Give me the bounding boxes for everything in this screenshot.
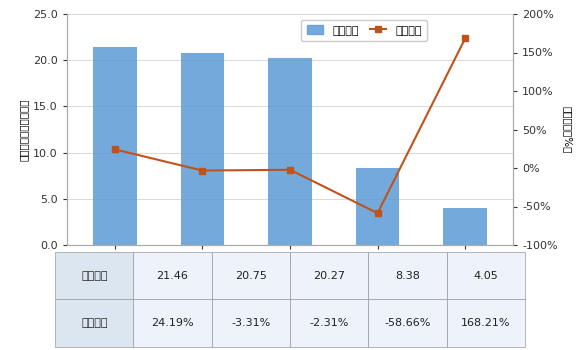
Y-axis label: 同比增长（%）: 同比增长（%）: [562, 106, 572, 153]
Y-axis label: 进口金额（百万美元）: 进口金额（百万美元）: [19, 98, 29, 161]
Bar: [443, 208, 487, 245]
Bar: [268, 58, 312, 245]
Bar: [180, 53, 224, 245]
Bar: [93, 47, 137, 245]
Bar: [356, 168, 400, 245]
Legend: 进口金额, 同比增长: 进口金额, 同比增长: [301, 20, 427, 41]
